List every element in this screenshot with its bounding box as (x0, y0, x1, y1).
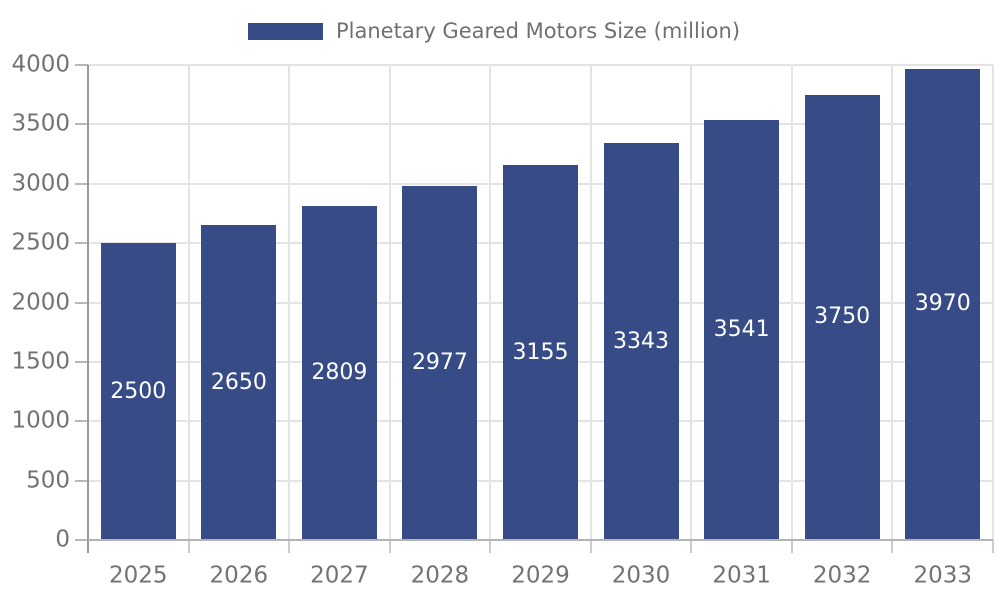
y-axis-tick (75, 301, 88, 304)
x-axis-tick (489, 540, 492, 553)
x-axis-tick-label: 2033 (913, 562, 972, 589)
x-axis-tick (589, 540, 592, 553)
bar-2027[interactable] (301, 206, 377, 540)
bar-2025[interactable] (100, 243, 176, 540)
y-axis-tick (75, 360, 88, 363)
bar-2030[interactable] (603, 143, 679, 540)
gridline-vertical (187, 65, 190, 540)
y-axis-tick (75, 479, 88, 482)
gridline-vertical (690, 65, 693, 540)
x-axis-tick (891, 540, 894, 553)
gridline-vertical (388, 65, 391, 540)
gridline-vertical (288, 65, 291, 540)
y-axis-tick-label: 3500 (11, 110, 70, 137)
y-axis-tick (75, 182, 88, 185)
x-axis-tick (690, 540, 693, 553)
x-axis-tick-label: 2031 (712, 562, 771, 589)
y-axis-tick-label: 3000 (11, 170, 70, 197)
legend-swatch-icon (248, 22, 323, 40)
y-axis-tick (75, 242, 88, 245)
y-axis-tick-label: 2000 (11, 289, 70, 315)
gridline-vertical (891, 65, 894, 540)
y-axis-tick-label: 1500 (11, 348, 70, 375)
bar-2032[interactable] (804, 94, 880, 540)
x-axis-tick-label: 2029 (511, 562, 570, 589)
gridline-vertical (790, 65, 793, 540)
y-axis-tick-label: 500 (26, 467, 70, 494)
bar-2031[interactable] (704, 119, 780, 540)
gridline-horizontal (88, 123, 993, 126)
bar-2028[interactable] (402, 186, 478, 540)
y-axis-line (87, 65, 89, 553)
y-axis-tick (75, 64, 88, 66)
x-axis-tick (992, 540, 994, 553)
x-axis-tick-label: 2027 (310, 562, 369, 589)
x-axis-tick (790, 540, 793, 553)
y-axis-tick (75, 539, 88, 541)
y-axis-tick-label: 0 (55, 526, 70, 553)
bar-2029[interactable] (503, 165, 578, 540)
gridline-vertical (489, 65, 492, 540)
y-axis-tick (75, 420, 88, 423)
x-axis-tick-label: 2025 (108, 562, 168, 589)
legend-label: Planetary Geared Motors Size (million) (336, 19, 741, 43)
y-axis-tick-label: 2500 (11, 229, 70, 256)
gridline-vertical (992, 65, 994, 540)
legend-item[interactable]: Planetary Geared Motors Size (million) (248, 15, 740, 47)
y-axis-tick-label: 4000 (11, 51, 70, 78)
bar-2033[interactable] (905, 68, 981, 540)
y-axis-tick (75, 123, 88, 126)
gridline-vertical (589, 65, 592, 540)
x-axis-tick-label: 2026 (209, 562, 269, 589)
x-axis-tick (288, 540, 291, 553)
x-axis-tick-label: 2032 (812, 562, 872, 589)
x-axis-tick (388, 540, 391, 553)
y-axis-tick-label: 1000 (11, 407, 70, 434)
x-axis-line (88, 539, 993, 541)
x-axis-tick-label: 2028 (410, 562, 470, 589)
bar-2026[interactable] (201, 225, 277, 540)
x-axis-tick-label: 2030 (611, 562, 671, 589)
x-axis-tick (187, 540, 190, 553)
gridline-horizontal (88, 64, 993, 66)
